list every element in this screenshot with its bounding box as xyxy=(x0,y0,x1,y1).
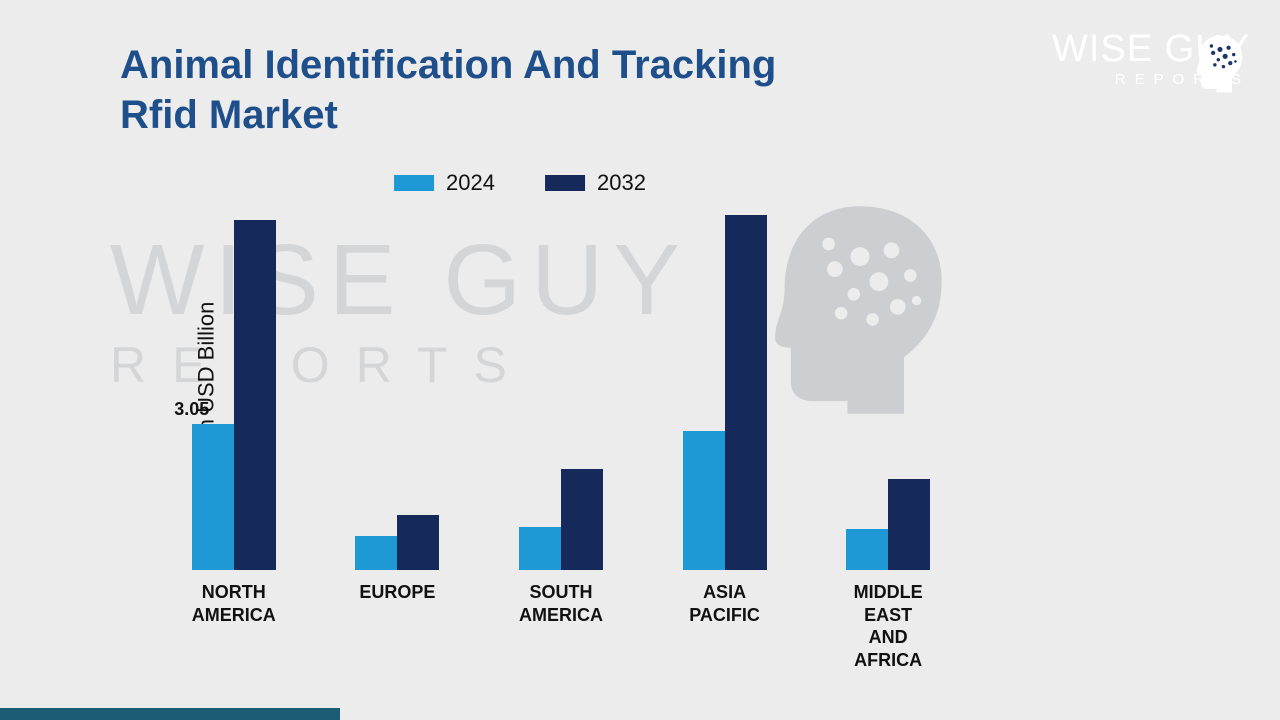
bar-group: 3.05 xyxy=(152,210,316,570)
x-axis-label: MIDDLEEASTANDAFRICA xyxy=(806,575,970,690)
bar xyxy=(397,515,439,570)
legend-item-2032: 2032 xyxy=(545,170,646,196)
bar xyxy=(561,469,603,570)
legend-swatch-2024 xyxy=(394,175,434,191)
bar-group xyxy=(806,210,970,570)
bar-pair xyxy=(519,469,603,570)
legend-swatch-2032 xyxy=(545,175,585,191)
bar-pair xyxy=(192,220,276,570)
bar xyxy=(725,215,767,570)
logo: WISE GUY REPORTS xyxy=(990,28,1250,88)
bar xyxy=(234,220,276,570)
legend-label-2032: 2032 xyxy=(597,170,646,196)
legend-label-2024: 2024 xyxy=(446,170,495,196)
bar-groups: 3.05 xyxy=(152,210,970,570)
bar-group xyxy=(479,210,643,570)
plot-area: 3.05 xyxy=(152,210,970,570)
bar-group xyxy=(643,210,807,570)
chart: Market Size in USD Billion 2024 2032 3.0… xyxy=(60,170,980,690)
bar-pair xyxy=(355,515,439,570)
bottom-accent-bar xyxy=(0,708,340,720)
page: WISE GUY REPORTS Animal Identification A… xyxy=(0,0,1280,720)
chart-title: Animal Identification And Tracking Rfid … xyxy=(120,40,860,140)
x-axis-labels: NORTHAMERICAEUROPESOUTHAMERICAASIAPACIFI… xyxy=(152,575,970,690)
value-label: 3.05 xyxy=(174,399,209,420)
head-silhouette-icon xyxy=(1190,34,1250,94)
legend-item-2024: 2024 xyxy=(394,170,495,196)
bar xyxy=(846,529,888,570)
x-axis-label: SOUTHAMERICA xyxy=(479,575,643,690)
bar xyxy=(192,424,234,570)
bar xyxy=(888,479,930,570)
legend: 2024 2032 xyxy=(394,170,646,196)
bar xyxy=(683,431,725,570)
x-axis-label: NORTHAMERICA xyxy=(152,575,316,690)
bar xyxy=(519,527,561,570)
x-axis-label: ASIAPACIFIC xyxy=(643,575,807,690)
bar-group xyxy=(316,210,480,570)
bar-pair xyxy=(683,215,767,570)
bar-pair xyxy=(846,479,930,570)
bar xyxy=(355,536,397,570)
x-axis-label: EUROPE xyxy=(316,575,480,690)
